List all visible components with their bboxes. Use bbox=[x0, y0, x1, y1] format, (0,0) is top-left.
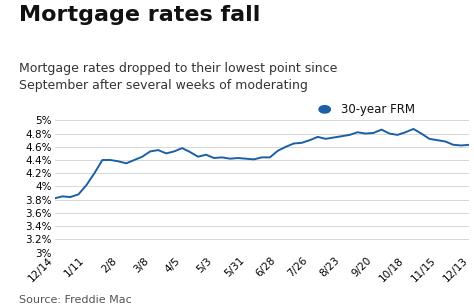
Text: Mortgage rates fall: Mortgage rates fall bbox=[19, 5, 260, 25]
Text: 30-year FRM: 30-year FRM bbox=[341, 103, 415, 116]
Text: Mortgage rates dropped to their lowest point since
September after several weeks: Mortgage rates dropped to their lowest p… bbox=[19, 62, 337, 91]
Text: Source: Freddie Mac: Source: Freddie Mac bbox=[19, 295, 132, 305]
